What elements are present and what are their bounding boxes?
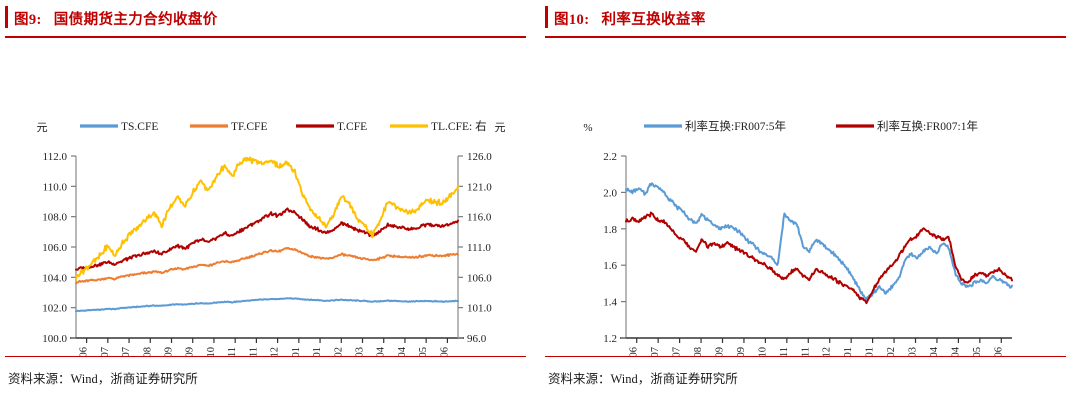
svg-text:106.0: 106.0 xyxy=(467,272,492,284)
legend-label-tl: TL.CFE: 右 xyxy=(431,119,487,133)
chart-9-axes: 100.0 102.0 104.0 106.0 108.0 110.0 112.0 96.0 1… xyxy=(42,151,492,345)
chart-9-svg: 元 TS.CFE TF.CFE T.CFE TL.CFE: 右 元 100.01… xyxy=(37,119,506,356)
panel-9-footer: 资料来源：Wind，浙商证券研究所 xyxy=(0,357,540,397)
chart-10-axes: 1.2 1.4 1.6 1.8 2.0 2.2 xyxy=(603,151,1012,345)
svg-text:24-11: 24-11 xyxy=(800,347,811,356)
svg-text:110.0: 110.0 xyxy=(43,181,68,193)
svg-text:25-03: 25-03 xyxy=(355,347,366,356)
panel-9-title-row: 图9: 国债期货主力合约收盘价 xyxy=(0,0,540,36)
figure-9-label: 图9: xyxy=(14,11,42,28)
chart-9: 元 TS.CFE TF.CFE T.CFE TL.CFE: 右 元 100.0 1… xyxy=(0,38,540,356)
left-unit-label: 元 xyxy=(37,122,48,134)
svg-text:24-06: 24-06 xyxy=(79,347,90,356)
left-unit-label: % xyxy=(583,122,592,134)
right-unit-label: 元 xyxy=(495,122,506,134)
svg-text:24-09: 24-09 xyxy=(715,347,726,356)
title-accent-bar xyxy=(545,6,548,28)
panel-10-title-rule xyxy=(545,36,1066,38)
chart-9-xaxis-labels: 24-06 24-07 24-07 24-08 24-09 24-09 24-10 24-11… xyxy=(79,346,451,356)
svg-text:1.6: 1.6 xyxy=(603,260,617,272)
svg-text:2.0: 2.0 xyxy=(603,187,617,199)
svg-text:25-04: 25-04 xyxy=(397,346,408,356)
svg-text:25-05: 25-05 xyxy=(418,347,429,356)
svg-text:24-08: 24-08 xyxy=(693,347,704,356)
svg-text:25-04: 25-04 xyxy=(376,346,387,356)
svg-text:24-07: 24-07 xyxy=(672,347,683,356)
figure-10-label: 图10: xyxy=(554,11,590,28)
chart-10-xaxis-labels: 24-06 24-07 24-07 24-08 24-09 24-09 24-10 24-11… xyxy=(629,346,1005,356)
legend-label-t: T.CFE xyxy=(337,121,367,133)
svg-text:25-03: 25-03 xyxy=(908,347,919,356)
svg-text:106.0: 106.0 xyxy=(42,242,67,254)
svg-text:24-06: 24-06 xyxy=(629,347,640,356)
source-note-9: 资料来源：Wind，浙商证券研究所 xyxy=(8,371,198,386)
svg-text:25-05: 25-05 xyxy=(972,347,983,356)
legend-label-ts: TS.CFE xyxy=(121,121,158,133)
svg-text:24-11: 24-11 xyxy=(248,347,259,356)
svg-text:111.0: 111.0 xyxy=(467,242,491,254)
svg-text:24-10: 24-10 xyxy=(757,347,768,356)
source-note-10: 资料来源：Wind，浙商证券研究所 xyxy=(548,371,738,386)
panel-figure-10: 图10: 利率互换收益率 % 利率互换:FR007:5年 利率互换:FR007:… xyxy=(540,0,1080,413)
panel-9-footer-rule xyxy=(5,355,526,358)
legend-label-tf: TF.CFE xyxy=(231,121,267,133)
title-accent-bar xyxy=(5,6,8,28)
svg-text:24-09: 24-09 xyxy=(736,347,747,356)
svg-text:24-09: 24-09 xyxy=(185,347,196,356)
svg-text:24-12: 24-12 xyxy=(822,347,833,356)
panel-10-footer: 资料来源：Wind，浙商证券研究所 xyxy=(540,357,1080,397)
svg-text:24-10: 24-10 xyxy=(206,347,217,356)
svg-text:116.0: 116.0 xyxy=(467,211,492,223)
svg-text:102.0: 102.0 xyxy=(42,302,67,314)
svg-text:24-07: 24-07 xyxy=(121,347,132,356)
svg-text:1.4: 1.4 xyxy=(603,296,617,308)
chart-9-legend: 元 TS.CFE TF.CFE T.CFE TL.CFE: 右 元 xyxy=(37,119,506,134)
panel-10-footer-rule xyxy=(545,355,1066,358)
svg-text:101.0: 101.0 xyxy=(467,302,492,314)
svg-text:25-01: 25-01 xyxy=(865,347,876,356)
svg-text:25-01: 25-01 xyxy=(312,347,323,356)
svg-text:25-06: 25-06 xyxy=(439,347,450,356)
figure-10-title: 利率互换收益率 xyxy=(601,11,706,28)
svg-text:1.8: 1.8 xyxy=(603,223,617,235)
svg-text:25-01: 25-01 xyxy=(843,347,854,356)
chart-10: % 利率互换:FR007:5年 利率互换:FR007:1年 1.2 1.4 1.6 1… xyxy=(540,38,1080,356)
svg-text:25-06: 25-06 xyxy=(993,347,1004,356)
svg-text:108.0: 108.0 xyxy=(42,211,67,223)
panel-10-title-row: 图10: 利率互换收益率 xyxy=(540,0,1080,36)
svg-text:25-02: 25-02 xyxy=(333,347,344,356)
legend-label-fr007-5y: 利率互换:FR007:5年 xyxy=(685,119,786,133)
figure-9-title: 国债期货主力合约收盘价 xyxy=(53,11,218,28)
legend-label-fr007-1y: 利率互换:FR007:1年 xyxy=(877,119,978,133)
svg-text:24-07: 24-07 xyxy=(100,347,111,356)
svg-text:25-04: 25-04 xyxy=(950,346,961,356)
svg-text:121.0: 121.0 xyxy=(467,181,492,193)
svg-text:96.0: 96.0 xyxy=(467,333,487,345)
svg-text:1.2: 1.2 xyxy=(603,333,617,345)
svg-text:24-09: 24-09 xyxy=(164,347,175,356)
svg-text:2.2: 2.2 xyxy=(603,151,617,163)
svg-text:24-08: 24-08 xyxy=(142,347,153,356)
svg-text:24-11: 24-11 xyxy=(227,347,238,356)
svg-text:24-11: 24-11 xyxy=(779,347,790,356)
svg-text:24-07: 24-07 xyxy=(650,347,661,356)
svg-text:100.0: 100.0 xyxy=(42,333,67,345)
svg-text:25-04: 25-04 xyxy=(929,346,940,356)
svg-text:24-12: 24-12 xyxy=(270,347,281,356)
panel-figure-9: 图9: 国债期货主力合约收盘价 元 TS.CFE TF.CFE T.CFE TL… xyxy=(0,0,540,397)
svg-text:104.0: 104.0 xyxy=(42,272,67,284)
chart-9-series xyxy=(75,156,459,312)
chart-10-svg: % 利率互换:FR007:5年 利率互换:FR007:1年 1.21.41.61… xyxy=(583,119,1013,356)
svg-text:25-01: 25-01 xyxy=(291,347,302,356)
chart-10-series xyxy=(625,181,1013,304)
svg-text:112.0: 112.0 xyxy=(43,151,68,163)
panel-9-title-rule xyxy=(5,36,526,38)
chart-10-legend: % 利率互换:FR007:5年 利率互换:FR007:1年 xyxy=(583,119,978,134)
svg-text:25-02: 25-02 xyxy=(886,347,897,356)
svg-text:126.0: 126.0 xyxy=(467,151,492,163)
